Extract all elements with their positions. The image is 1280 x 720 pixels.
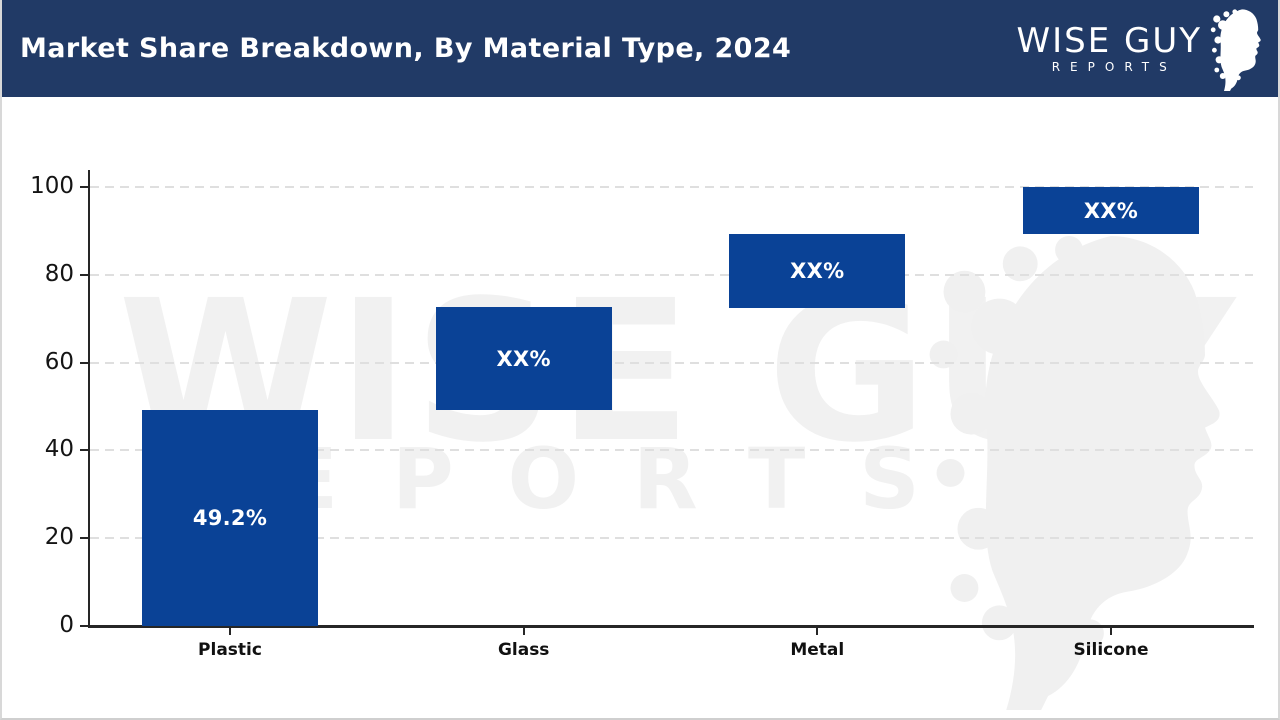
x-tick-mark [1110, 628, 1112, 635]
y-tick-label: 60 [44, 349, 74, 375]
bar-metal: XX% [729, 234, 906, 308]
bar-value-label: XX% [1083, 198, 1139, 223]
bar-value-label: 49.2% [192, 506, 268, 530]
y-tick-label: 40 [44, 436, 74, 462]
x-tick-mark [229, 628, 231, 635]
y-tick-label: 100 [30, 173, 74, 199]
y-tick-label: 80 [44, 261, 74, 287]
logo-wise-guy-text: WISE GUY [1016, 21, 1202, 61]
bar-value-label: XX% [790, 259, 845, 283]
bar-plastic: 49.2% [142, 410, 318, 626]
logo-reports-text: REPORTS [1051, 60, 1177, 74]
x-tick-mark [816, 628, 819, 635]
y-tick-label: 0 [59, 612, 74, 638]
header-bar: Market Share Breakdown, By Material Type… [0, 0, 1280, 97]
y-tick-mark [80, 625, 88, 627]
logo-face-icon [1206, 7, 1266, 91]
wise-guy-reports-logo: WISE GUY REPORTS [1016, 7, 1266, 91]
y-tick-label: 20 [44, 524, 74, 550]
y-tick-mark [80, 449, 88, 451]
gridline [90, 537, 1253, 539]
x-tick-label: Glass [497, 640, 550, 660]
gridline [90, 362, 1253, 364]
bar-value-label: XX% [496, 346, 551, 371]
y-axis-line [88, 170, 90, 627]
gridline [90, 274, 1253, 276]
x-tick-mark [522, 628, 525, 635]
y-tick-mark [80, 274, 88, 276]
gridline [90, 186, 1253, 188]
gridline [90, 449, 1253, 451]
chart-title: Market Share Breakdown, By Material Type… [20, 33, 792, 64]
x-axis-line [88, 625, 1254, 628]
bar-silicone: XX% [1023, 187, 1199, 234]
y-tick-mark [80, 186, 88, 188]
logo-text: WISE GUY REPORTS [1016, 24, 1202, 73]
y-tick-mark [80, 362, 88, 364]
y-tick-mark [80, 537, 88, 539]
x-tick-label: Silicone [1073, 640, 1149, 660]
bar-glass: XX% [435, 307, 612, 410]
x-tick-label: Plastic [198, 640, 262, 660]
x-tick-label: Metal [790, 640, 845, 660]
